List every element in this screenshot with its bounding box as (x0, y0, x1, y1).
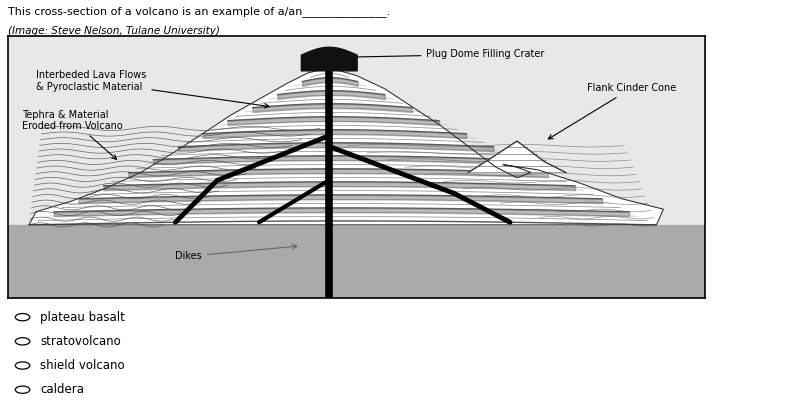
Bar (8, 36, 705, 225)
Text: (Image: Steve Nelson, Tulane University): (Image: Steve Nelson, Tulane University) (8, 26, 220, 36)
Polygon shape (468, 141, 566, 172)
Text: Tephra & Material
Eroded from Volcano: Tephra & Material Eroded from Volcano (22, 110, 123, 159)
Text: Flank Cinder Cone: Flank Cinder Cone (548, 83, 676, 139)
Polygon shape (29, 68, 663, 225)
Text: Dikes: Dikes (176, 244, 297, 261)
Text: stratovolcano: stratovolcano (40, 335, 121, 348)
Text: plateau basalt: plateau basalt (40, 311, 125, 324)
Text: shield volcano: shield volcano (40, 359, 125, 372)
Text: Interbeded Lava Flows
& Pyroclastic Material: Interbeded Lava Flows & Pyroclastic Mate… (36, 70, 269, 108)
Bar (8, 225, 705, 298)
Text: This cross-section of a volcano is an example of a/an_______________.: This cross-section of a volcano is an ex… (8, 6, 390, 17)
Text: Plug Dome Filling Crater: Plug Dome Filling Crater (347, 49, 545, 59)
Text: caldera: caldera (40, 383, 85, 396)
